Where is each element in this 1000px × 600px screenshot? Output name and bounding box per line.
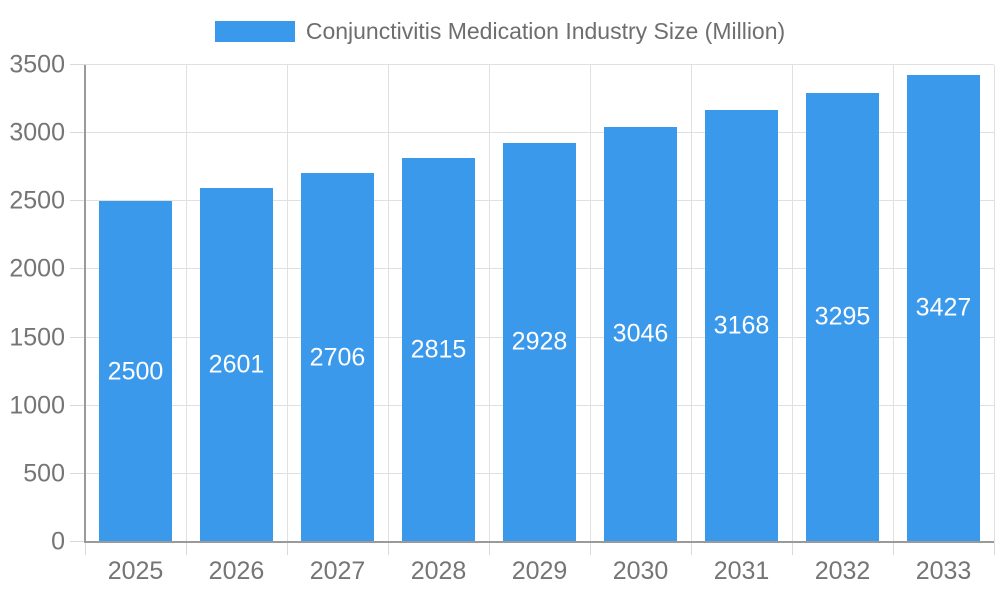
y-tick-label: 1500 xyxy=(9,323,65,352)
v-gridline xyxy=(489,65,490,542)
bar[interactable]: 2601 xyxy=(200,187,273,542)
v-gridline xyxy=(590,65,591,542)
x-tick-label: 2031 xyxy=(713,557,770,585)
y-axis-line xyxy=(84,65,86,542)
h-gridline xyxy=(85,132,994,134)
v-gridline xyxy=(387,65,389,542)
bar-value-label: 2928 xyxy=(511,327,568,356)
x-tick-label: 2028 xyxy=(410,557,467,585)
legend[interactable]: Conjunctivitis Medication Industry Size … xyxy=(0,18,1000,45)
x-axis-line xyxy=(84,541,994,543)
x-axis-tick xyxy=(893,542,894,555)
bar-value-label: 2601 xyxy=(208,350,265,379)
x-axis-tick xyxy=(792,542,793,555)
y-tick-label: 500 xyxy=(23,459,65,488)
y-tick-label: 1000 xyxy=(9,391,65,420)
v-gridline xyxy=(690,65,692,542)
y-tick-label: 2000 xyxy=(9,254,65,283)
v-gridline xyxy=(792,65,793,542)
bar-value-label: 3427 xyxy=(915,293,972,322)
legend-swatch xyxy=(214,21,295,42)
bar-value-label: 3295 xyxy=(814,302,871,331)
h-gridline xyxy=(85,64,994,65)
x-axis-tick xyxy=(690,542,692,555)
v-gridline xyxy=(994,65,995,542)
x-axis-tick xyxy=(994,542,995,555)
x-axis-tick xyxy=(489,542,490,555)
x-tick-label: 2030 xyxy=(612,557,669,585)
bar-value-label: 2815 xyxy=(410,335,467,364)
x-axis-tick xyxy=(186,542,187,555)
y-axis-tick xyxy=(70,404,85,406)
y-tick-label: 2500 xyxy=(9,186,65,215)
y-axis-tick xyxy=(70,200,85,202)
legend-label: Conjunctivitis Medication Industry Size … xyxy=(305,18,786,44)
bar-value-label: 2706 xyxy=(309,343,366,372)
bar-value-label: 3168 xyxy=(713,311,770,340)
y-tick-label: 3500 xyxy=(9,50,65,79)
v-gridline xyxy=(893,65,894,542)
y-axis-tick xyxy=(70,268,85,270)
v-gridline xyxy=(287,65,288,542)
bar-value-label: 2500 xyxy=(107,357,164,386)
x-axis-tick xyxy=(85,542,86,555)
x-tick-label: 2029 xyxy=(511,557,568,585)
x-axis-tick xyxy=(590,542,591,555)
x-axis-tick xyxy=(387,542,389,555)
plot-area: 0 500 1000 1500 2000 2500 3000 3500 2025 2026 2027… xyxy=(9,52,995,584)
bar[interactable]: 3168 xyxy=(705,110,778,542)
x-tick-label: 2025 xyxy=(107,557,164,585)
bar[interactable]: 3046 xyxy=(604,126,677,542)
bar[interactable]: 2500 xyxy=(99,201,172,542)
y-axis-tick xyxy=(70,132,85,134)
x-tick-label: 2027 xyxy=(309,557,366,585)
y-axis-tick xyxy=(70,541,85,542)
bar[interactable]: 2706 xyxy=(301,173,374,542)
bar[interactable]: 2928 xyxy=(503,142,576,542)
bar[interactable]: 2815 xyxy=(402,158,475,542)
x-axis-tick xyxy=(287,542,288,555)
y-axis-tick xyxy=(70,64,85,65)
x-tick-label: 2032 xyxy=(814,557,871,585)
bar[interactable]: 3295 xyxy=(806,92,879,542)
bar[interactable]: 3427 xyxy=(907,74,980,542)
y-axis-tick xyxy=(70,336,85,338)
x-tick-label: 2033 xyxy=(915,557,972,585)
y-tick-label: 0 xyxy=(51,527,65,556)
v-gridline xyxy=(186,65,187,542)
y-tick-label: 3000 xyxy=(9,118,65,147)
x-tick-label: 2026 xyxy=(208,557,265,585)
bar-value-label: 3046 xyxy=(612,319,669,348)
y-axis-tick xyxy=(70,472,85,474)
